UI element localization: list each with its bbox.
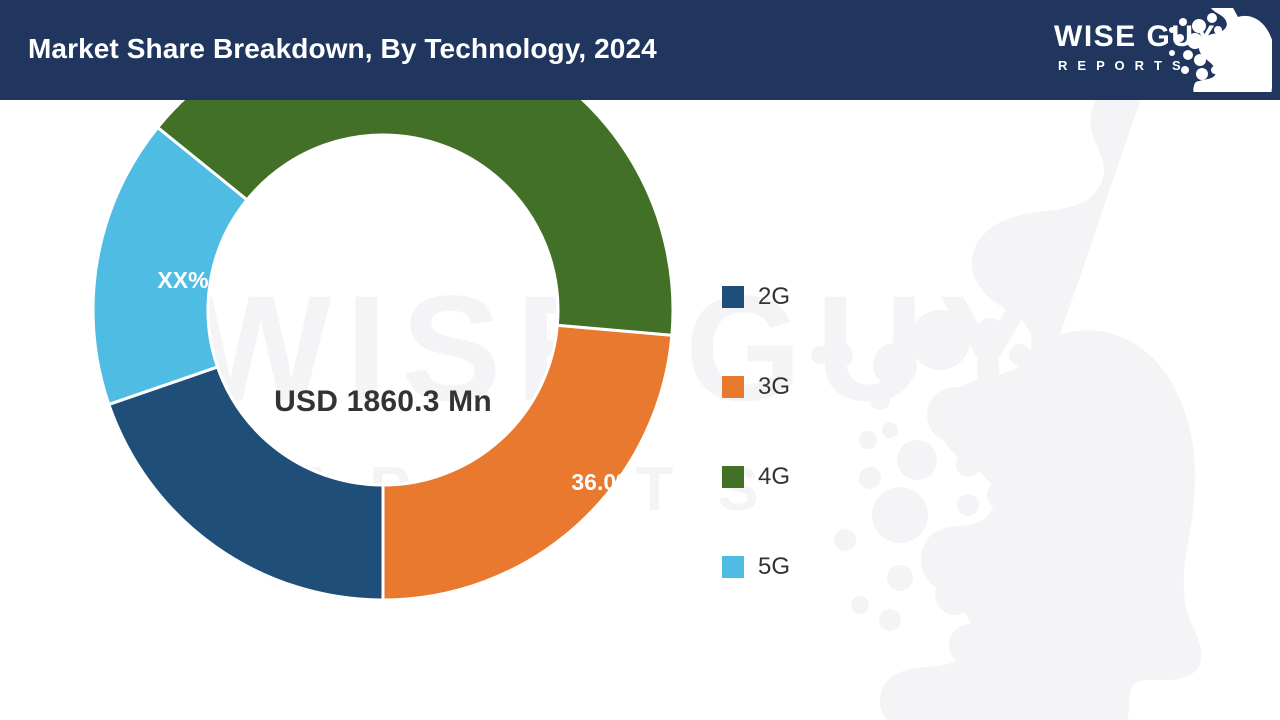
- donut-center-value: USD 1860.3 Mn: [274, 385, 492, 418]
- legend-item-2g[interactable]: 2G: [722, 252, 872, 342]
- donut-slice-5g[interactable]: [91, 125, 250, 407]
- logo-wordmark-line1: WISE GUY: [1054, 20, 1216, 53]
- legend-swatch-2g: [722, 286, 744, 308]
- legend-item-4g[interactable]: 4G: [722, 432, 872, 522]
- logo-wordmark-line2: R E P O R T S: [1058, 58, 1184, 73]
- slice-label-2g: XX%: [157, 267, 208, 293]
- legend-label-3g: 3G: [758, 373, 791, 400]
- wise-guy-reports-logo[interactable]: WISE GUY R E P O R T S: [1052, 8, 1272, 92]
- legend-label-5g: 5G: [758, 553, 791, 580]
- header-bar: Market Share Breakdown, By Technology, 2…: [0, 0, 1280, 100]
- slice-label-3g: XX%: [206, 577, 257, 603]
- legend-item-5g[interactable]: 5G: [722, 522, 872, 612]
- logo-head-icon: [1169, 8, 1272, 92]
- legend-label-2g: 2G: [758, 283, 791, 310]
- slice-label-4g: 36.0%: [571, 469, 636, 495]
- legend-swatch-5g: [722, 556, 744, 578]
- donut-slice-2g[interactable]: [106, 365, 385, 602]
- chart-area: XX% XX% 36.0% XX% USD 1860.3 Mn 2G 3G 4G 5G: [0, 18, 1280, 720]
- page-title: Market Share Breakdown, By Technology, 2…: [28, 33, 657, 64]
- chart-legend: 2G 3G 4G 5G: [722, 252, 872, 612]
- legend-label-4g: 4G: [758, 463, 791, 490]
- legend-item-3g[interactable]: 3G: [722, 342, 872, 432]
- donut-slice-labels: XX% XX% 36.0% XX%: [157, 165, 636, 603]
- legend-swatch-3g: [722, 376, 744, 398]
- slice-label-5g: XX%: [404, 165, 455, 191]
- donut-slices[interactable]: [91, 18, 675, 602]
- legend-swatch-4g: [722, 466, 744, 488]
- donut-slice-3g[interactable]: [381, 323, 674, 602]
